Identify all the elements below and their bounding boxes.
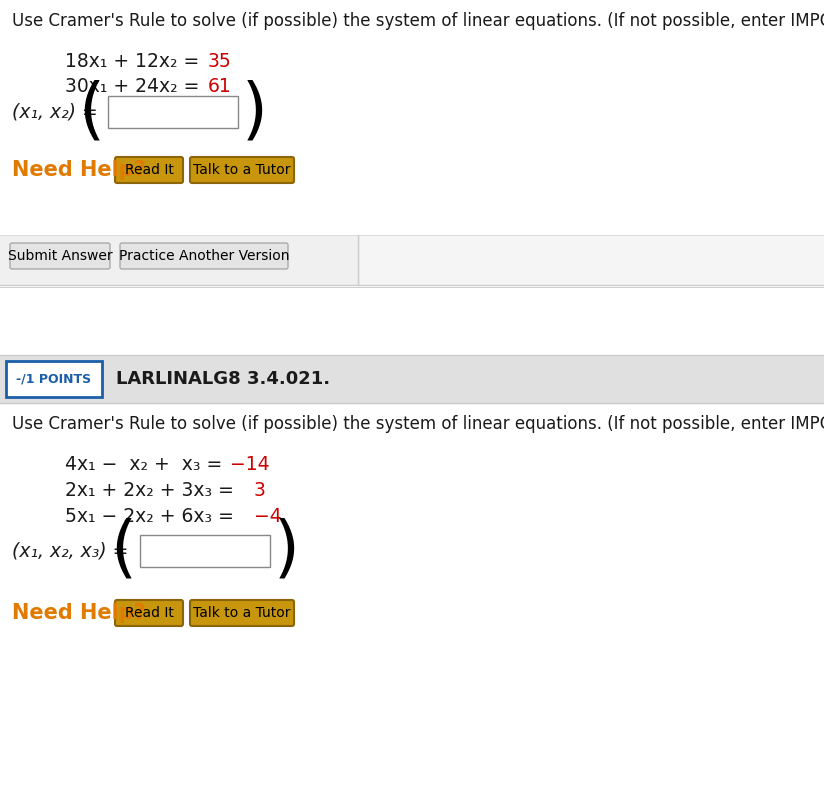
Text: 61: 61	[208, 77, 231, 96]
FancyBboxPatch shape	[120, 243, 288, 269]
Text: (x₁, x₂) =: (x₁, x₂) =	[12, 103, 98, 122]
FancyBboxPatch shape	[108, 96, 238, 128]
Text: Read It: Read It	[124, 606, 173, 620]
FancyBboxPatch shape	[0, 403, 824, 810]
FancyBboxPatch shape	[115, 600, 183, 626]
Text: Need Help?: Need Help?	[12, 603, 146, 623]
FancyBboxPatch shape	[190, 157, 294, 183]
FancyBboxPatch shape	[190, 600, 294, 626]
Text: −4: −4	[242, 507, 282, 526]
Text: ): )	[274, 518, 300, 584]
FancyBboxPatch shape	[10, 243, 110, 269]
Text: Use Cramer's Rule to solve (if possible) the system of linear equations. (If not: Use Cramer's Rule to solve (if possible)…	[12, 415, 824, 433]
Text: Talk to a Tutor: Talk to a Tutor	[194, 163, 291, 177]
Text: (x₁, x₂, x₃) =: (x₁, x₂, x₃) =	[12, 542, 129, 561]
Text: ): )	[242, 79, 268, 145]
Text: 35: 35	[208, 52, 231, 71]
Text: 2x₁ + 2x₂ + 3x₃ =: 2x₁ + 2x₂ + 3x₃ =	[65, 481, 240, 500]
FancyBboxPatch shape	[140, 535, 270, 567]
Text: 18x₁ + 12x₂ =: 18x₁ + 12x₂ =	[65, 52, 205, 71]
Text: (: (	[78, 79, 104, 145]
Text: LARLINALG8 3.4.021.: LARLINALG8 3.4.021.	[116, 370, 330, 388]
Text: (: (	[110, 518, 136, 584]
Text: 3: 3	[242, 481, 266, 500]
Text: Talk to a Tutor: Talk to a Tutor	[194, 606, 291, 620]
Text: 4x₁ −  x₂ +  x₃ =: 4x₁ − x₂ + x₃ =	[65, 455, 228, 474]
Text: Need Help?: Need Help?	[12, 160, 146, 180]
FancyBboxPatch shape	[0, 235, 360, 285]
Text: 5x₁ − 2x₂ + 6x₃ =: 5x₁ − 2x₂ + 6x₃ =	[65, 507, 240, 526]
Text: Read It: Read It	[124, 163, 173, 177]
Text: Practice Another Version: Practice Another Version	[119, 249, 289, 263]
FancyBboxPatch shape	[0, 355, 824, 403]
Text: −14: −14	[230, 455, 270, 474]
FancyBboxPatch shape	[115, 157, 183, 183]
Text: 30x₁ + 24x₂ =: 30x₁ + 24x₂ =	[65, 77, 205, 96]
Text: -/1 POINTS: -/1 POINTS	[16, 373, 91, 386]
Text: Use Cramer's Rule to solve (if possible) the system of linear equations. (If not: Use Cramer's Rule to solve (if possible)…	[12, 12, 824, 30]
Text: Submit Answer: Submit Answer	[7, 249, 112, 263]
FancyBboxPatch shape	[6, 361, 102, 397]
FancyBboxPatch shape	[0, 0, 824, 365]
FancyBboxPatch shape	[0, 235, 824, 285]
